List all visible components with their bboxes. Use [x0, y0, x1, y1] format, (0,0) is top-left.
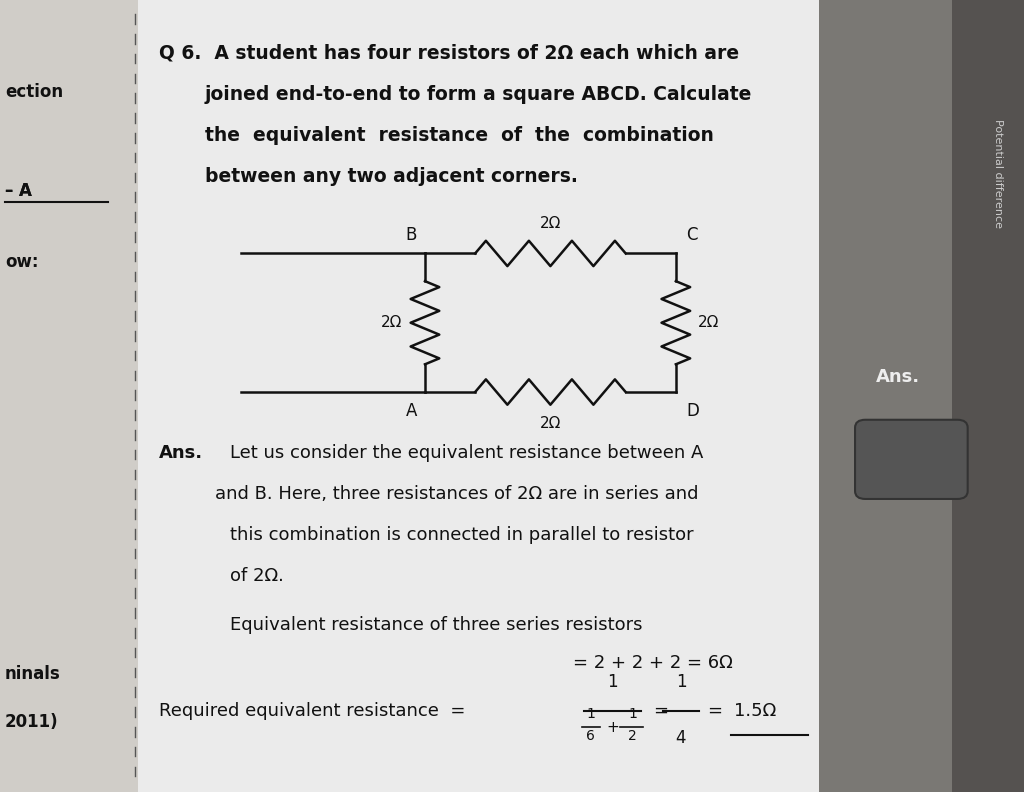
Text: 2Ω: 2Ω [381, 315, 402, 330]
FancyBboxPatch shape [855, 420, 968, 499]
Text: 6: 6 [587, 729, 595, 744]
Text: +: + [606, 720, 618, 734]
Text: Equivalent resistance of three series resistors: Equivalent resistance of three series re… [230, 616, 643, 634]
Text: the  equivalent  resistance  of  the  combination: the equivalent resistance of the combina… [205, 126, 714, 145]
Text: 1: 1 [629, 706, 637, 721]
Text: Potential difference: Potential difference [993, 119, 1004, 228]
Text: 1: 1 [676, 673, 686, 691]
Text: of 2Ω.: of 2Ω. [230, 567, 285, 585]
Text: 2Ω: 2Ω [540, 416, 561, 431]
Text: 1.5Ω: 1.5Ω [734, 703, 776, 720]
Text: joined end-to-end to form a square ABCD. Calculate: joined end-to-end to form a square ABCD.… [205, 85, 753, 104]
Text: 2Ω: 2Ω [698, 315, 720, 330]
Text: =: = [708, 703, 723, 720]
Text: ection: ection [5, 83, 63, 101]
Text: Stu: Stu [886, 452, 911, 466]
Text: Required equivalent resistance  =: Required equivalent resistance = [159, 703, 465, 720]
Text: ninals: ninals [5, 665, 60, 683]
Bar [0, 0, 138, 792]
Text: between any two adjacent corners.: between any two adjacent corners. [205, 167, 578, 186]
Bar [952, 0, 1024, 792]
Text: 1: 1 [607, 673, 617, 691]
Text: D: D [686, 402, 699, 420]
Text: – A: – A [5, 182, 32, 200]
Text: – A: – A [5, 182, 32, 200]
Text: Ans.: Ans. [876, 368, 920, 386]
Text: = 2 + 2 + 2 = 6Ω: = 2 + 2 + 2 = 6Ω [573, 653, 733, 672]
Text: C: C [686, 226, 697, 244]
Text: 2011): 2011) [5, 713, 58, 731]
Text: 1: 1 [587, 706, 595, 721]
Bar [819, 0, 1024, 792]
Text: Ans.: Ans. [159, 444, 203, 462]
Text: Q 6.  A student has four resistors of 2Ω each which are: Q 6. A student has four resistors of 2Ω … [159, 44, 739, 63]
Text: A: A [406, 402, 417, 420]
Bar [138, 0, 819, 792]
Text: 4: 4 [676, 729, 686, 748]
Text: B: B [406, 226, 417, 244]
Text: 2: 2 [629, 729, 637, 744]
Text: ow:: ow: [5, 253, 39, 272]
Text: 2Ω: 2Ω [540, 216, 561, 231]
Text: =: = [653, 703, 669, 720]
Text: and B. Here, three resistances of 2Ω are in series and: and B. Here, three resistances of 2Ω are… [215, 485, 698, 503]
Text: this combination is connected in parallel to resistor: this combination is connected in paralle… [230, 526, 694, 544]
Text: Let us consider the equivalent resistance between A: Let us consider the equivalent resistanc… [230, 444, 703, 462]
